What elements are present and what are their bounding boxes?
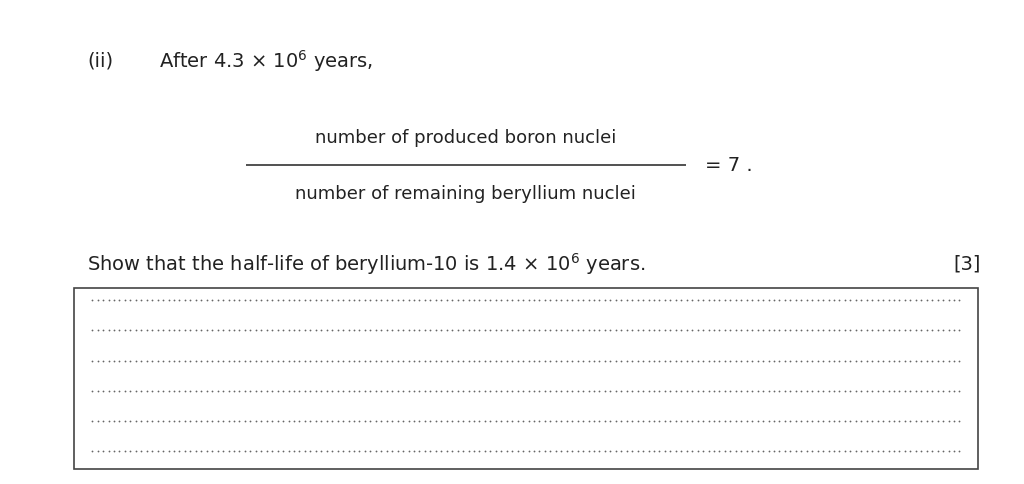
Text: = 7 .: = 7 .: [705, 156, 753, 175]
Text: Show that the half-life of beryllium-10 is 1.4 × 10$^6$ years.: Show that the half-life of beryllium-10 …: [87, 251, 645, 277]
Bar: [74, 288, 978, 469]
Text: [3]: [3]: [953, 254, 981, 273]
Text: (ii): (ii): [87, 51, 114, 70]
Text: number of produced boron nuclei: number of produced boron nuclei: [315, 129, 616, 147]
Text: After 4.3 × 10$^6$ years,: After 4.3 × 10$^6$ years,: [159, 47, 373, 74]
Text: number of remaining beryllium nuclei: number of remaining beryllium nuclei: [296, 184, 636, 203]
